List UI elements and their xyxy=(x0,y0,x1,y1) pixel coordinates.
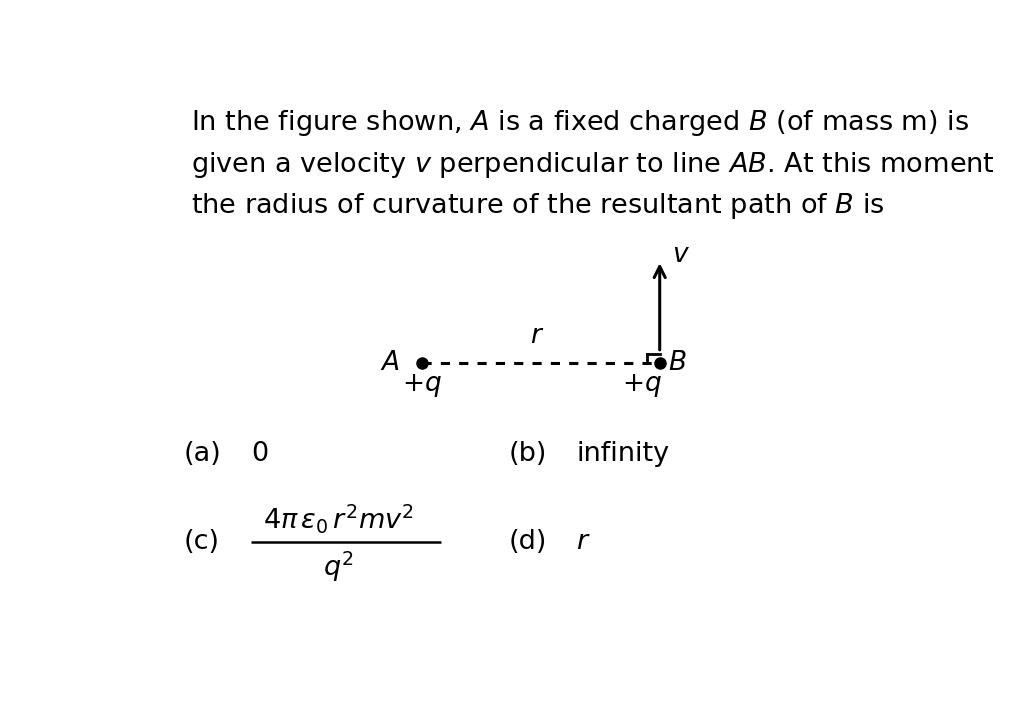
Text: (a): (a) xyxy=(183,441,221,467)
Text: $+q$: $+q$ xyxy=(623,373,663,399)
Text: the radius of curvature of the resultant path of $B$ is: the radius of curvature of the resultant… xyxy=(191,191,885,221)
Text: $r$: $r$ xyxy=(577,529,591,555)
Text: given a velocity $v$ perpendicular to line $AB$. At this moment: given a velocity $v$ perpendicular to li… xyxy=(191,150,995,180)
Text: $A$: $A$ xyxy=(380,350,399,376)
Text: $B$: $B$ xyxy=(668,350,686,376)
Text: $v$: $v$ xyxy=(672,242,689,268)
Text: $r$: $r$ xyxy=(529,323,544,349)
Text: 0: 0 xyxy=(251,441,268,467)
Text: (c): (c) xyxy=(183,529,219,555)
Text: $4\pi \,\epsilon_0\, r^2 m v^2$: $4\pi \,\epsilon_0\, r^2 m v^2$ xyxy=(263,502,414,535)
Text: infinity: infinity xyxy=(577,441,670,467)
Text: $+q$: $+q$ xyxy=(401,373,441,399)
Text: $q^2$: $q^2$ xyxy=(323,550,353,584)
Text: In the figure shown, $A$ is a fixed charged $B$ (of mass m) is: In the figure shown, $A$ is a fixed char… xyxy=(191,108,970,139)
Text: (d): (d) xyxy=(509,529,547,555)
Text: (b): (b) xyxy=(509,441,547,467)
